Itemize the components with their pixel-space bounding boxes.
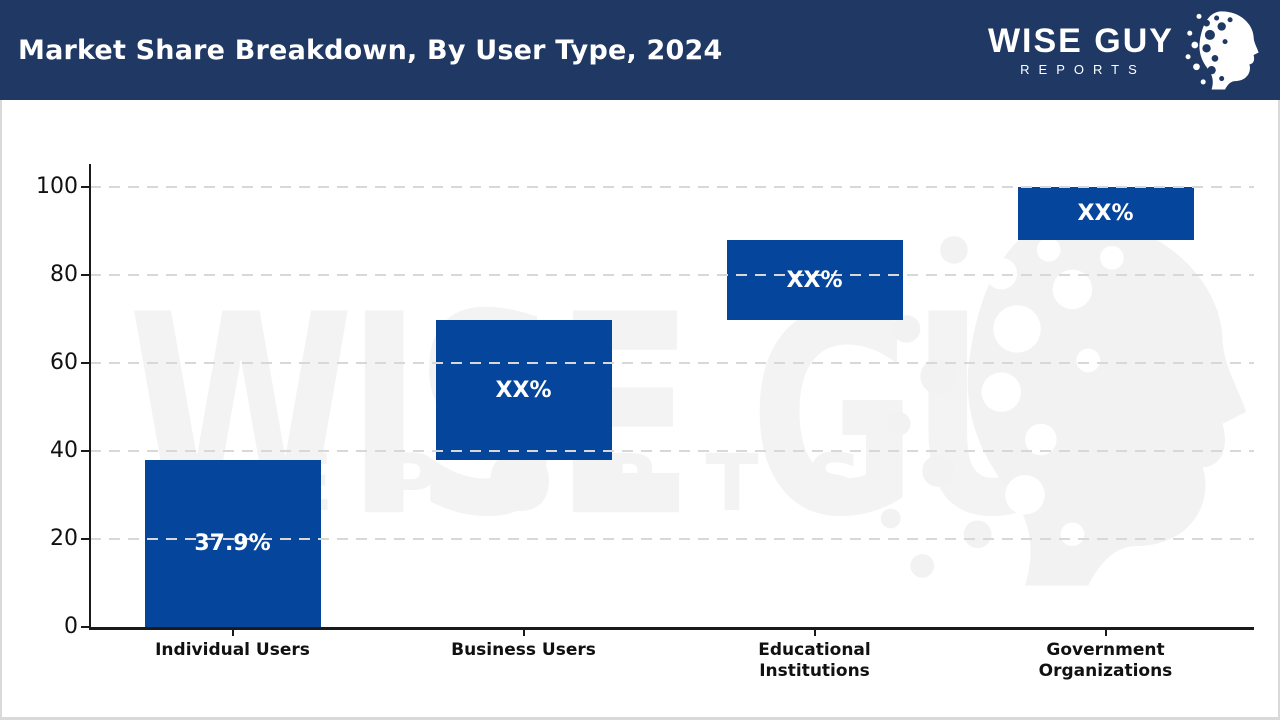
bar-3	[726, 240, 903, 320]
logo-head-icon	[1185, 11, 1259, 90]
y-tick-label: 80	[50, 262, 78, 287]
page-title: Market Share Breakdown, By User Type, 20…	[18, 34, 723, 66]
bar-1	[144, 460, 321, 627]
x-category-label: Business Users	[451, 640, 596, 660]
y-tick-label: 20	[50, 526, 78, 551]
gridline-20	[90, 538, 1254, 540]
x-tick	[522, 629, 525, 636]
y-tick	[81, 274, 90, 276]
y-axis	[89, 164, 91, 628]
y-tick	[81, 450, 90, 452]
y-tick	[81, 626, 90, 628]
header: Market Share Breakdown, By User Type, 20…	[0, 0, 1280, 100]
logo-text: WISE GUY REPORTS	[988, 24, 1174, 77]
y-tick	[81, 538, 90, 540]
x-tick	[813, 629, 816, 636]
y-tick-label: 100	[36, 174, 78, 199]
chart-area: WISE GUY REPORTS 0 20 40 60 80 100 37.9% Indivi…	[0, 100, 1280, 720]
y-tick-label: 60	[50, 350, 78, 375]
logo-wordmark: WISE GUY	[987, 21, 1174, 60]
bar-value-label: XX%	[1077, 201, 1134, 227]
bar-value-label: 37.9%	[194, 531, 271, 557]
gridline-40	[90, 450, 1254, 452]
bar-value-label: XX%	[786, 267, 843, 293]
gridline-80	[90, 274, 1254, 276]
logo-subtitle: REPORTS	[1020, 61, 1146, 77]
gridline-60	[90, 362, 1254, 364]
x-tick	[1104, 629, 1107, 636]
wise-guy-logo: WISE GUY REPORTS	[988, 6, 1262, 94]
x-axis	[89, 627, 1254, 630]
y-tick-label: 40	[50, 438, 78, 463]
y-tick	[81, 362, 90, 364]
watermark-head-icon	[880, 218, 1247, 586]
x-category-label: Government Organizations	[1038, 640, 1173, 682]
gridline-100	[90, 186, 1254, 188]
y-tick-label: 0	[64, 614, 78, 639]
x-category-label: Individual Users	[155, 640, 310, 660]
y-tick	[81, 186, 90, 188]
x-category-label: Educational Institutions	[758, 640, 871, 682]
bar-2	[435, 319, 612, 461]
bar-4	[1017, 187, 1194, 241]
x-tick	[231, 629, 234, 636]
bar-value-label: XX%	[495, 377, 552, 403]
